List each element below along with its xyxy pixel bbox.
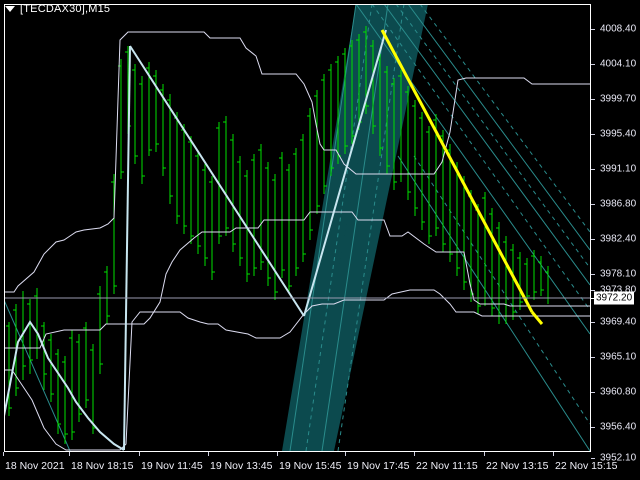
time-axis-label: 19 Nov 17:45 [347,460,410,472]
current-price-tick [591,298,595,299]
channel-line-dashed [371,4,590,311]
zigzag-segment-2 [123,45,131,451]
step-indicator-mid [4,289,590,451]
pitchfork-median [305,4,373,451]
chart-titlebar: [TECDAX30],M15 [0,0,640,18]
price-tick [591,29,595,30]
price-axis-label: 3978.10 [600,268,637,280]
channel-lower-right-dash [413,155,590,425]
price-axis-label: 3956.40 [600,421,637,433]
time-axis[interactable]: 18 Nov 2021 18 Nov 18:15 19 Nov 11:45 19 No… [0,452,640,480]
chart-title: [TECDAX30],M15 [20,3,111,15]
price-axis-label: 3973.80 [600,284,637,296]
plot-frame-right [590,4,591,451]
price-tick [591,99,595,100]
time-tick [345,452,346,456]
yellow-trendline-tail [530,311,544,325]
price-axis-label: 3965.10 [600,351,637,363]
price-axis-label: 3969.40 [600,316,637,328]
time-axis-label: 18 Nov 2021 [5,460,65,472]
time-tick [277,452,278,456]
price-tick [591,322,595,323]
price-axis-label: 3991.10 [600,163,637,175]
time-axis-label: 22 Nov 11:15 [416,460,478,472]
time-axis-label: 19 Nov 15:45 [279,460,342,472]
zigzag-segment-4 [303,29,387,317]
price-axis[interactable]: 4008.40 4004.10 3999.70 3995.40 3991.10 3986.… [591,0,640,480]
price-tick [591,427,595,428]
price-tick [591,392,595,393]
time-axis-label: 19 Nov 11:45 [141,460,203,472]
step-indicator-upper [4,31,590,293]
time-tick [69,452,70,456]
price-axis-label: 4004.10 [600,58,637,70]
channel-line-solid [407,4,590,251]
step-indicator-lower [4,211,590,349]
channel-lower-left [4,299,71,451]
price-tick [591,458,595,459]
price-tick [591,64,595,65]
andrews-pitchfork-band-left [282,4,386,451]
channel-line-solid [383,4,590,286]
channel-line-dashed [395,4,590,269]
price-axis-label: 3986.80 [600,198,637,210]
time-tick [414,452,415,456]
time-axis-label: 22 Nov 15:15 [555,460,618,472]
zigzag-segment-1 [4,320,125,451]
price-tick [591,290,595,291]
channel-line-solid [355,4,590,335]
chevron-down-icon[interactable] [5,6,15,12]
channel-line-dashed [419,4,590,233]
chart-plot-area[interactable] [4,4,590,451]
time-tick [208,452,209,456]
price-tick [591,357,595,358]
time-axis-label: 18 Nov 18:15 [71,460,134,472]
price-tick [591,239,595,240]
pitchfork-outer [337,4,405,451]
price-axis-label: 3982.40 [600,233,637,245]
plot-frame-top [4,4,591,5]
price-tick [591,134,595,135]
time-axis-label: 22 Nov 13:15 [486,460,549,472]
yellow-trendline [380,29,534,313]
andrews-pitchfork-band [300,4,428,451]
current-price-label[interactable]: 3972.20 [594,291,635,305]
chart-canvas [4,4,590,451]
price-axis-label: 3995.40 [600,128,637,140]
time-tick [484,452,485,456]
price-tick [591,274,595,275]
price-axis-label: 3960.80 [600,386,637,398]
time-axis-label: 19 Nov 13:45 [210,460,273,472]
price-axis-label: 3999.70 [600,93,637,105]
plot-frame-left [4,4,5,451]
pitchfork-edge-right [321,4,389,451]
zigzag-segment-3 [129,45,305,317]
time-tick [3,452,4,456]
price-tick [591,204,595,205]
price-tick [591,169,595,170]
price-axis-label: 4008.40 [600,23,637,35]
price-axis-label: 3952.10 [600,452,637,464]
ohlc-bar-series [6,26,551,444]
time-tick [139,452,140,456]
time-axis-line [4,451,591,452]
time-tick [553,452,554,456]
